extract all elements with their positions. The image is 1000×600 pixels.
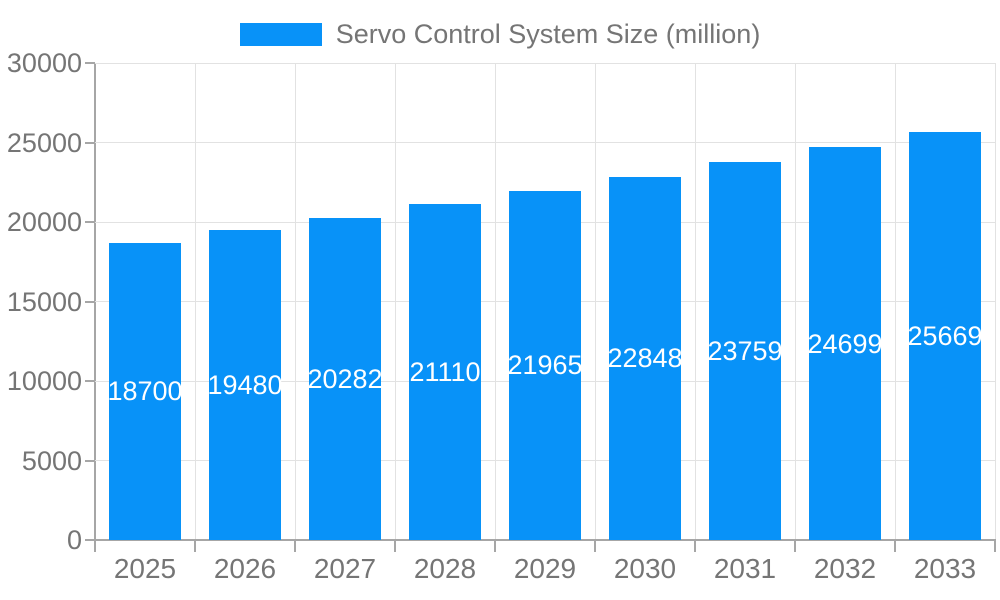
- gridline-vertical: [694, 63, 696, 540]
- bar-2031[interactable]: [709, 162, 781, 540]
- y-axis-tick-label: 5000: [21, 445, 82, 476]
- x-axis-tick-label: 2025: [113, 553, 177, 584]
- x-axis-tick: [594, 539, 596, 552]
- legend-label: Servo Control System Size (million): [335, 19, 761, 49]
- gridline-vertical: [394, 63, 396, 540]
- bar-value-label: 24699: [807, 328, 883, 359]
- bar-2028[interactable]: [409, 204, 481, 540]
- bar-2032[interactable]: [809, 147, 881, 540]
- x-axis-tick: [794, 539, 796, 552]
- bar-2030[interactable]: [609, 176, 681, 540]
- x-axis-tick: [294, 539, 296, 552]
- x-axis-tick: [694, 539, 696, 552]
- x-axis-tick-label: 2032: [813, 553, 877, 584]
- gridline-vertical: [594, 63, 596, 540]
- gridline-vertical: [894, 63, 896, 540]
- gridline-horizontal: [95, 142, 995, 143]
- bar-value-label: 20282: [307, 363, 383, 394]
- x-axis-tick-label: 2026: [213, 553, 277, 584]
- x-axis-tick: [494, 539, 496, 552]
- y-axis-tick-label: 10000: [6, 366, 82, 396]
- gridline-vertical: [794, 63, 796, 540]
- bar-value-label: 19480: [207, 370, 283, 401]
- legend[interactable]: Servo Control System Size (million): [0, 19, 1000, 50]
- x-axis-tick-label: 2027: [313, 553, 377, 584]
- x-axis-tick: [894, 539, 896, 552]
- bar-2027[interactable]: [309, 217, 381, 540]
- gridline-vertical: [994, 63, 996, 540]
- y-axis-tick-label: 25000: [6, 127, 82, 158]
- bar-value-label: 21965: [507, 350, 583, 381]
- bar-value-label: 23759: [707, 336, 783, 367]
- y-axis-tick: [85, 459, 95, 462]
- x-axis-tick: [394, 539, 396, 552]
- plot-area: 18700 19480 20282 21110 21965 22848 23759 24699…: [95, 62, 996, 540]
- gridline-horizontal: [95, 62, 995, 64]
- bar-value-label: 25669: [907, 320, 983, 351]
- bar-2033[interactable]: [909, 131, 981, 540]
- bar-value-label: 22848: [607, 343, 683, 374]
- y-axis-line: [94, 63, 96, 552]
- x-axis-tick-label: 2031: [713, 553, 777, 584]
- x-axis-tick-label: 2030: [613, 553, 677, 584]
- x-axis-tick-label: 2029: [513, 553, 577, 584]
- bar-2026[interactable]: [209, 230, 281, 540]
- bar-value-label: 18700: [107, 376, 183, 407]
- y-axis-tick: [85, 221, 95, 223]
- x-axis-tick: [194, 539, 196, 552]
- bar-2029[interactable]: [509, 190, 581, 540]
- y-axis-tick-label: 20000: [6, 207, 82, 237]
- legend-swatch-icon: [239, 23, 322, 46]
- y-axis-tick: [85, 141, 95, 144]
- y-axis-tick: [85, 300, 95, 303]
- y-axis-tick-label: 0: [66, 525, 82, 555]
- y-axis-tick-label: 15000: [6, 286, 82, 317]
- x-axis-tick-label: 2033: [913, 553, 977, 584]
- x-axis-tick: [994, 539, 996, 552]
- x-axis-tick-label: 2028: [413, 553, 477, 584]
- bar-2025[interactable]: [109, 242, 181, 540]
- gridline-vertical: [494, 63, 496, 540]
- x-axis-line: [95, 539, 995, 541]
- y-axis-tick-label: 30000: [6, 48, 82, 78]
- gridline-vertical: [294, 63, 296, 540]
- y-axis-tick: [85, 380, 95, 382]
- gridline-vertical: [194, 63, 196, 540]
- bar-value-label: 21110: [409, 357, 481, 388]
- y-axis-tick: [85, 62, 95, 64]
- y-axis-tick: [85, 539, 95, 541]
- x-axis-tick: [94, 539, 96, 552]
